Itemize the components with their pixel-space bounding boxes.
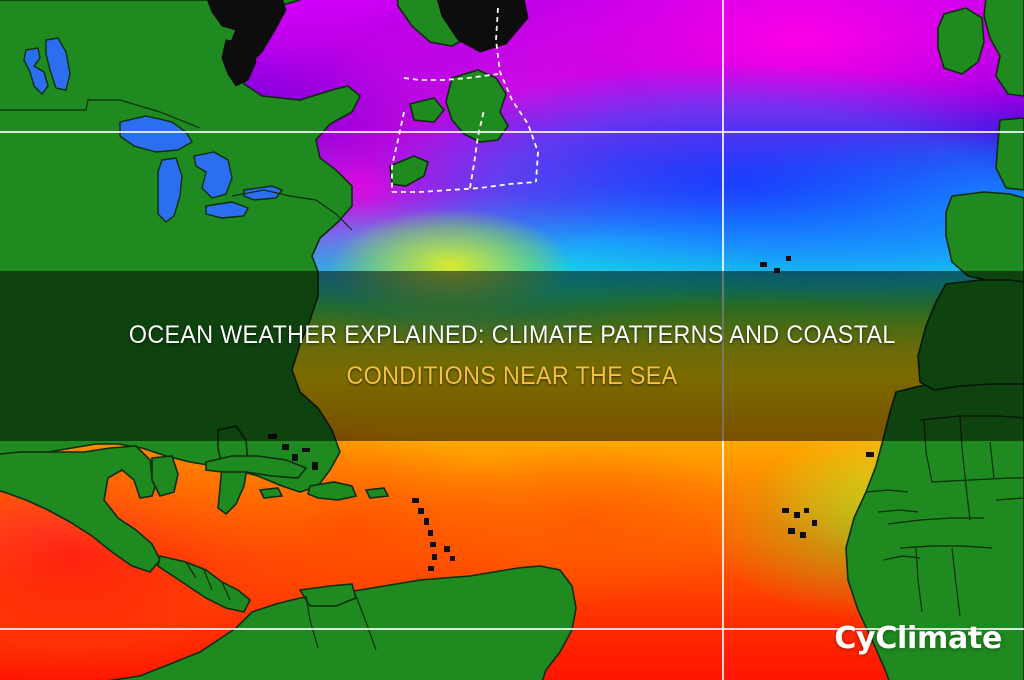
page-title-line-1: OCEAN WEATHER EXPLAINED: CLIMATE PATTERN… bbox=[128, 321, 896, 349]
land-central-america bbox=[157, 555, 251, 613]
lake-michigan bbox=[157, 157, 183, 223]
lake-ontario bbox=[243, 185, 284, 201]
land-venezuela-lobe bbox=[298, 583, 357, 607]
north-america-political-borders bbox=[0, 99, 377, 651]
lake-superior bbox=[119, 115, 193, 153]
lake-great-slave bbox=[23, 47, 49, 96]
islands-azores bbox=[760, 256, 791, 273]
land-france-coast bbox=[995, 117, 1024, 191]
lake-huron bbox=[193, 151, 233, 199]
brand-watermark: CyClimate bbox=[834, 621, 1002, 656]
graticule-parallel-south bbox=[0, 628, 1024, 630]
islands-lesser-antilles bbox=[412, 498, 455, 571]
lake-erie bbox=[205, 201, 249, 219]
land-yucatan bbox=[151, 455, 179, 497]
lake-winnipeg bbox=[45, 37, 71, 91]
island-cuba bbox=[205, 455, 308, 479]
island-puerto-rico bbox=[364, 487, 390, 499]
page-title-line-2: CONDITIONS NEAR THE SEA bbox=[346, 362, 678, 390]
land-gulf-st-lawrence-isle bbox=[409, 97, 446, 123]
land-newfoundland bbox=[445, 69, 509, 143]
island-jamaica bbox=[258, 487, 284, 499]
graticule-parallel-north bbox=[0, 131, 1024, 133]
island-hispaniola bbox=[307, 481, 358, 501]
title-overlay-banner: OCEAN WEATHER EXPLAINED: CLIMATE PATTERN… bbox=[0, 271, 1024, 441]
land-ireland bbox=[937, 7, 985, 75]
islands-cape-verde bbox=[782, 508, 817, 538]
land-mexico bbox=[0, 445, 161, 573]
greenland-shelf-no-data bbox=[437, 0, 529, 53]
canada-province-borders bbox=[391, 7, 539, 193]
land-nova-scotia bbox=[389, 155, 429, 187]
land-south-america bbox=[107, 565, 577, 680]
land-great-britain bbox=[983, 0, 1024, 97]
hudson-bay-lobe bbox=[221, 39, 257, 87]
